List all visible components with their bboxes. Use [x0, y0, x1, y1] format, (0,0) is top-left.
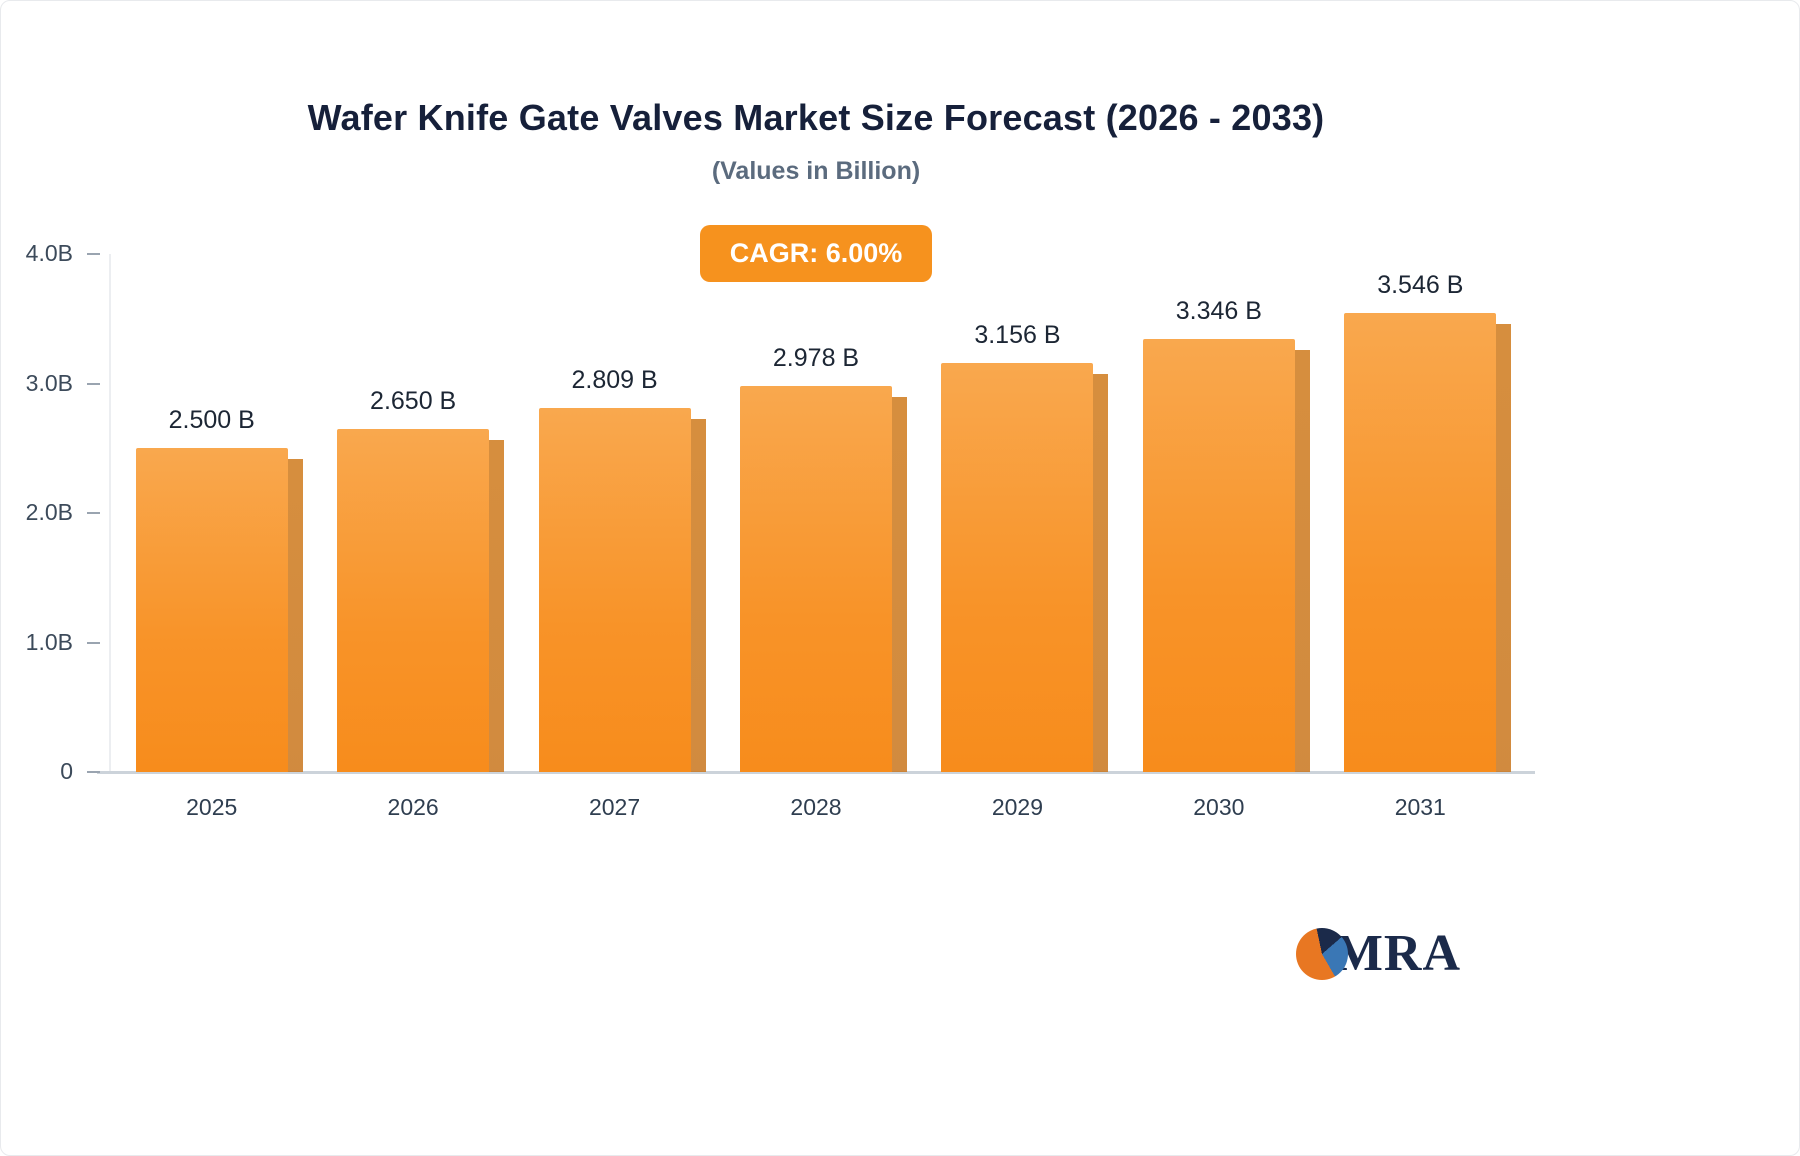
- plot-area: 0 1.0B 2.0B 3.0B 4.0B 2.500 B 2025 2.650 B 2026 2…: [26, 240, 1535, 820]
- bar-value-label: 2.500 B: [168, 406, 255, 434]
- y-tick-label: 0: [60, 758, 73, 784]
- y-tick-mark: [87, 771, 100, 773]
- x-tick-label: 2028: [790, 794, 842, 820]
- mra-logo-pie-icon: [1295, 927, 1348, 980]
- bar: [1344, 313, 1497, 772]
- y-tick-label: 2.0B: [25, 499, 73, 525]
- x-tick-label: 2025: [186, 794, 238, 820]
- bar-value-label: 3.546 B: [1377, 271, 1464, 299]
- mra-logo: MRA: [1295, 924, 1461, 983]
- bar-3d-side: [285, 459, 303, 772]
- x-axis-line: [97, 771, 1535, 774]
- x-tick-label: 2027: [588, 794, 641, 820]
- x-tick-label: 2031: [1394, 794, 1446, 820]
- cagr-badge-wrap: CAGR: 6.00%: [1, 225, 1631, 282]
- bar-value-label: 3.346 B: [1175, 297, 1262, 325]
- chart-header: Wafer Knife Gate Valves Market Size Fore…: [1, 1, 1631, 186]
- y-tick-mark: [87, 253, 100, 255]
- cagr-badge: CAGR: 6.00%: [699, 225, 933, 282]
- bar-3d-side: [1091, 374, 1109, 772]
- bar-3d-side: [890, 397, 907, 772]
- bar: [941, 363, 1094, 772]
- x-tick-label: 2030: [1193, 794, 1245, 820]
- mra-logo-text: MRA: [1333, 925, 1461, 982]
- bar-value-label: 2.809 B: [571, 366, 658, 394]
- bar-3d-side: [688, 419, 706, 772]
- y-axis-line: [109, 254, 111, 772]
- y-tick-mark: [87, 641, 100, 644]
- bar-value-label: 2.650 B: [370, 387, 457, 415]
- y-tick-label: 4.0B: [25, 240, 73, 266]
- bar-3d-side: [487, 440, 505, 772]
- chart-title: Wafer Knife Gate Valves Market Size Fore…: [307, 97, 1325, 138]
- bar-value-label: 2.978 B: [772, 344, 860, 372]
- y-tick-label: 3.0B: [25, 369, 73, 396]
- bar: [135, 448, 288, 772]
- bar: [1142, 339, 1295, 772]
- chart-subtitle: (Values in Billion): [711, 157, 921, 185]
- bar-3d-side: [1494, 324, 1512, 772]
- x-tick-label: 2026: [387, 794, 439, 820]
- y-tick-mark: [87, 512, 100, 514]
- bar: [337, 429, 490, 772]
- y-tick-label: 1.0B: [25, 628, 73, 655]
- bar-3d-side: [1292, 350, 1310, 772]
- bar: [740, 386, 892, 772]
- bar-value-label: 3.156 B: [974, 321, 1061, 349]
- y-tick-mark: [87, 382, 100, 385]
- bar: [538, 408, 691, 772]
- x-tick-label: 2029: [991, 794, 1043, 820]
